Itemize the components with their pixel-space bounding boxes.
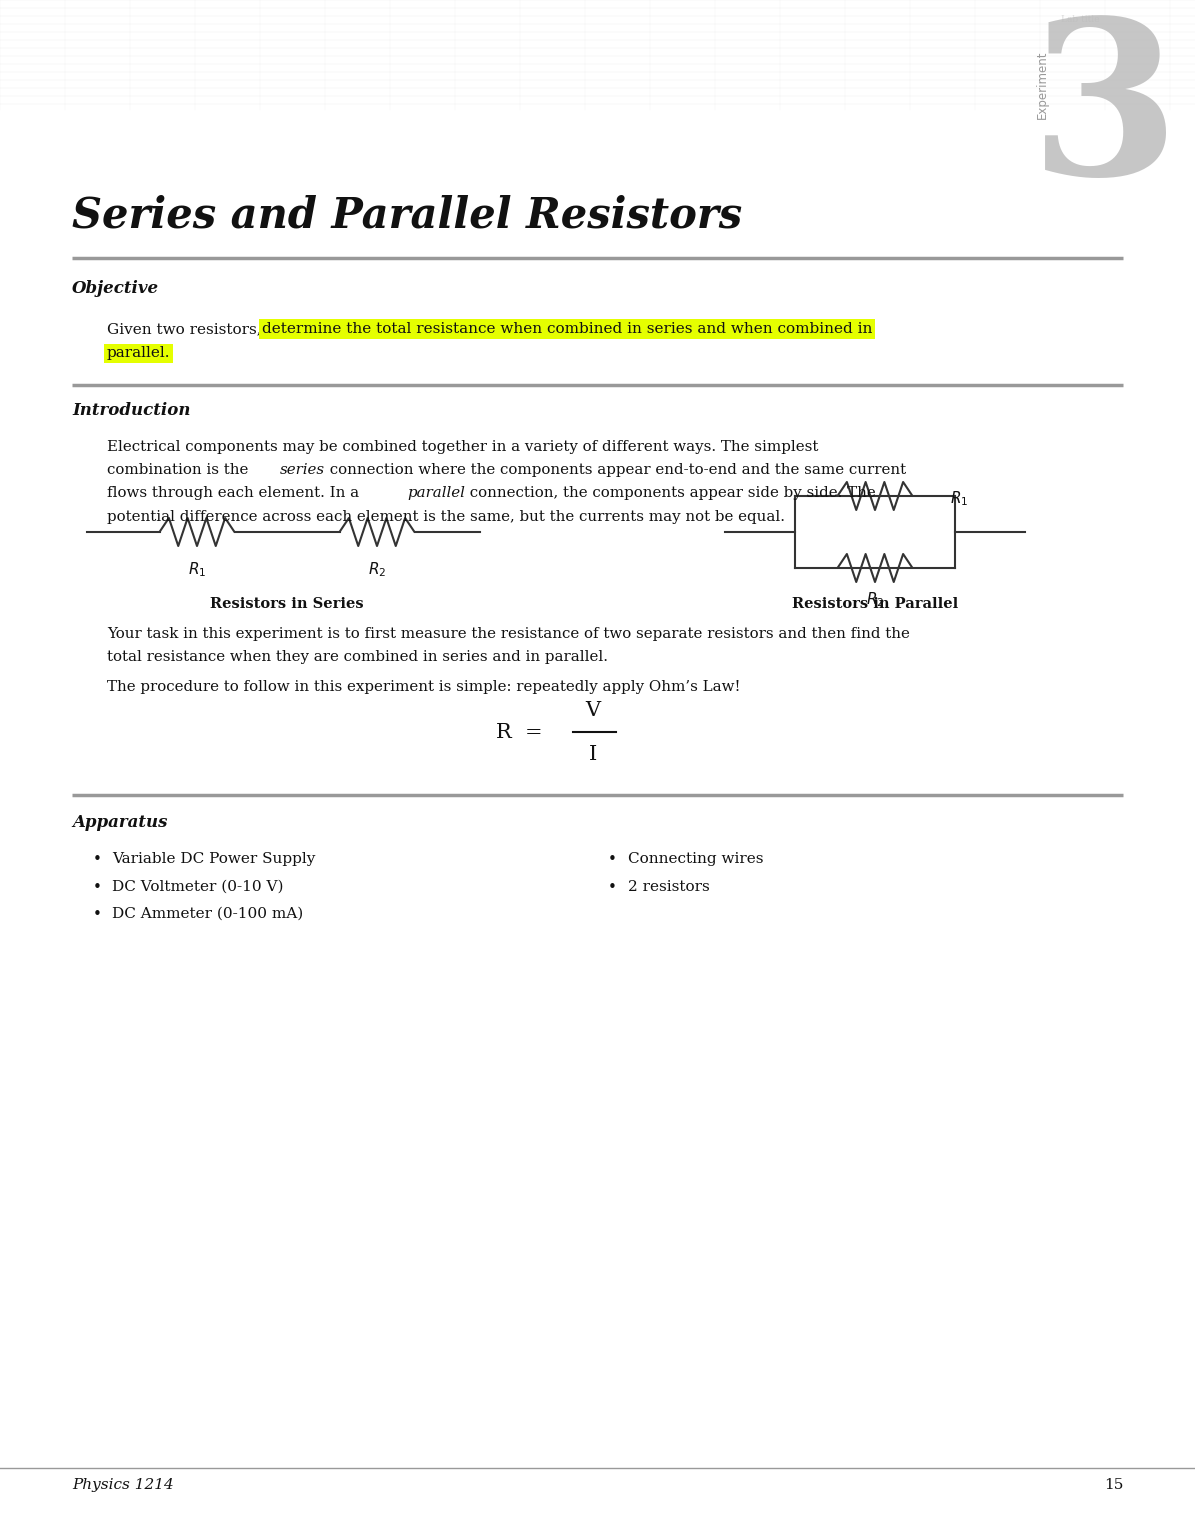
Text: Resistors in Parallel: Resistors in Parallel [792,597,958,611]
Text: The procedure to follow in this experiment is simple: repeatedly apply Ohm’s Law: The procedure to follow in this experime… [108,681,741,695]
Text: $R_1$: $R_1$ [188,559,207,579]
Text: 15: 15 [1104,1477,1123,1493]
Text: Physics 1214: Physics 1214 [72,1477,173,1493]
Text: parallel: parallel [407,486,465,500]
Text: •: • [92,907,102,923]
Text: Electrical components may be combined together in a variety of different ways. T: Electrical components may be combined to… [108,439,819,454]
Text: DC Voltmeter (0-10 V): DC Voltmeter (0-10 V) [112,880,283,894]
Text: 2 resistors: 2 resistors [627,880,710,894]
Text: Variable DC Power Supply: Variable DC Power Supply [112,853,315,866]
Text: DC Ammeter (0-100 mA): DC Ammeter (0-100 mA) [112,907,304,921]
Text: Series and Parallel Resistors: Series and Parallel Resistors [72,195,742,236]
Text: Your task in this experiment is to first measure the resistance of two separate : Your task in this experiment is to first… [108,626,909,641]
Text: I: I [588,745,596,763]
Text: Lab title: Lab title [1061,15,1099,24]
Text: R  =: R = [496,722,543,742]
Text: Experiment: Experiment [1036,50,1048,119]
Text: Objective: Objective [72,280,159,296]
Text: potential difference across each element is the same, but the currents may not b: potential difference across each element… [108,509,785,523]
Text: Apparatus: Apparatus [72,815,167,831]
Text: determine the total resistance when combined in series and when combined in: determine the total resistance when comb… [262,322,872,336]
Text: •: • [608,880,617,894]
Text: 3: 3 [1030,11,1179,219]
Text: Resistors in Series: Resistors in Series [210,597,363,611]
Text: Introduction: Introduction [72,401,190,420]
Text: series: series [280,464,325,477]
Text: connection, the components appear side by side. The: connection, the components appear side b… [465,486,875,500]
Text: •: • [608,853,617,866]
Text: $R_2$: $R_2$ [866,590,884,608]
Text: connection where the components appear end-to-end and the same current: connection where the components appear e… [325,464,906,477]
Text: •: • [92,880,102,894]
Text: Connecting wires: Connecting wires [627,853,762,866]
Text: •: • [92,853,102,866]
Text: combination is the: combination is the [108,464,253,477]
Text: $R_2$: $R_2$ [368,559,386,579]
Text: total resistance when they are combined in series and in parallel.: total resistance when they are combined … [108,651,608,664]
Text: parallel.: parallel. [108,347,171,360]
Text: V: V [584,701,600,719]
Text: $R_1$: $R_1$ [950,489,968,508]
Text: Given two resistors,: Given two resistors, [108,322,266,336]
Text: flows through each element. In a: flows through each element. In a [108,486,363,500]
